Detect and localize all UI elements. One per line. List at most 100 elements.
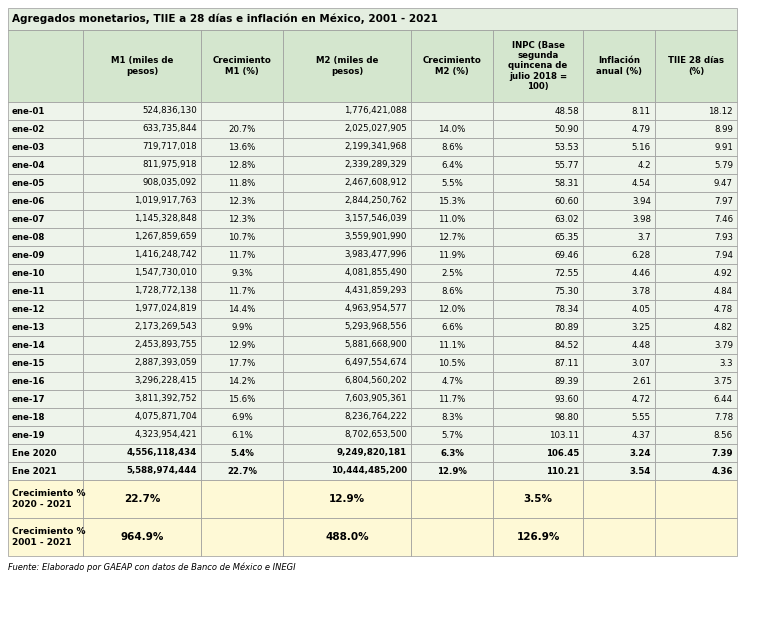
Text: 18.12: 18.12	[708, 107, 733, 115]
Text: 103.11: 103.11	[549, 430, 579, 440]
Text: 11.7%: 11.7%	[228, 250, 256, 260]
Text: 10,444,485,200: 10,444,485,200	[331, 466, 407, 476]
Bar	[411, 138, 493, 156]
Bar	[283, 156, 411, 174]
Bar	[283, 462, 411, 480]
Bar	[493, 518, 583, 556]
Text: 7.97: 7.97	[714, 197, 733, 205]
Text: 106.45: 106.45	[546, 448, 579, 458]
Bar	[83, 426, 201, 444]
Text: M1 (miles de
pesos): M1 (miles de pesos)	[111, 56, 174, 76]
Text: Crecimiento
M2 (%): Crecimiento M2 (%)	[422, 56, 482, 76]
Bar	[655, 282, 737, 300]
Text: 110.21: 110.21	[546, 466, 579, 476]
Text: 7.93: 7.93	[714, 232, 733, 242]
Text: 69.46: 69.46	[554, 250, 579, 260]
Bar	[201, 518, 283, 556]
Bar	[655, 318, 737, 336]
Text: ene-17: ene-17	[12, 394, 45, 404]
Text: 1,145,328,848: 1,145,328,848	[134, 215, 197, 223]
Text: 1,416,248,742: 1,416,248,742	[134, 250, 197, 260]
Text: 4.92: 4.92	[714, 268, 733, 278]
Bar	[83, 282, 201, 300]
Bar	[283, 354, 411, 372]
Bar	[655, 518, 737, 556]
Bar	[83, 444, 201, 462]
Text: 8.6%: 8.6%	[441, 286, 463, 296]
Bar	[411, 426, 493, 444]
Text: 3,157,546,039: 3,157,546,039	[344, 215, 407, 223]
Text: 11.1%: 11.1%	[439, 340, 465, 350]
Bar	[283, 264, 411, 282]
Bar	[583, 336, 655, 354]
Text: TIIE 28 días
(%): TIIE 28 días (%)	[668, 56, 724, 76]
Text: 9.47: 9.47	[714, 179, 733, 187]
Bar	[411, 300, 493, 318]
Bar	[83, 192, 201, 210]
Bar	[655, 426, 737, 444]
Text: 5.16: 5.16	[632, 143, 651, 151]
Bar	[83, 480, 201, 518]
Text: 98.80: 98.80	[554, 412, 579, 422]
Text: ene-15: ene-15	[12, 358, 45, 368]
Bar	[8, 408, 83, 426]
Bar	[583, 120, 655, 138]
Bar	[655, 210, 737, 228]
Bar	[201, 390, 283, 408]
Bar	[493, 408, 583, 426]
Bar	[201, 408, 283, 426]
Bar	[493, 30, 583, 102]
Text: 3.98: 3.98	[632, 215, 651, 223]
Bar	[493, 120, 583, 138]
Text: 3,811,392,752: 3,811,392,752	[134, 394, 197, 404]
Bar	[493, 426, 583, 444]
Bar	[655, 246, 737, 264]
Bar	[8, 390, 83, 408]
Bar	[8, 354, 83, 372]
Text: 48.58: 48.58	[554, 107, 579, 115]
Text: 8.56: 8.56	[714, 430, 733, 440]
Text: Crecimiento
M1 (%): Crecimiento M1 (%)	[213, 56, 271, 76]
Text: ene-14: ene-14	[12, 340, 45, 350]
Bar	[83, 336, 201, 354]
Bar	[201, 210, 283, 228]
Text: 12.9%: 12.9%	[228, 340, 256, 350]
Bar	[8, 336, 83, 354]
Bar	[583, 354, 655, 372]
Text: 12.7%: 12.7%	[439, 232, 465, 242]
Bar	[283, 192, 411, 210]
Bar	[411, 354, 493, 372]
Text: Inflación
anual (%): Inflación anual (%)	[596, 56, 642, 76]
Text: 2.61: 2.61	[632, 376, 651, 386]
Bar	[83, 372, 201, 390]
Bar	[283, 120, 411, 138]
Bar	[583, 426, 655, 444]
Text: 6,497,554,674: 6,497,554,674	[344, 358, 407, 368]
Text: 3.3: 3.3	[720, 358, 733, 368]
Text: 3.79: 3.79	[714, 340, 733, 350]
Bar	[411, 480, 493, 518]
Text: 908,035,092: 908,035,092	[143, 179, 197, 187]
Bar	[83, 264, 201, 282]
Text: 719,717,018: 719,717,018	[142, 143, 197, 151]
Text: 12.3%: 12.3%	[228, 197, 256, 205]
Bar	[583, 156, 655, 174]
Bar	[493, 480, 583, 518]
Bar	[493, 264, 583, 282]
Text: 4.79: 4.79	[632, 125, 651, 133]
Text: 6.28: 6.28	[632, 250, 651, 260]
Bar	[493, 174, 583, 192]
Bar	[283, 102, 411, 120]
Text: 11.9%: 11.9%	[439, 250, 465, 260]
Text: ene-13: ene-13	[12, 322, 45, 332]
Text: Ene 2020: Ene 2020	[12, 448, 57, 458]
Bar	[201, 156, 283, 174]
Text: 4.2: 4.2	[637, 161, 651, 169]
Bar	[83, 30, 201, 102]
Text: 1,547,730,010: 1,547,730,010	[134, 268, 197, 278]
Bar	[83, 354, 201, 372]
Text: 126.9%: 126.9%	[516, 532, 560, 542]
Bar	[583, 480, 655, 518]
Bar	[411, 210, 493, 228]
Text: 524,836,130: 524,836,130	[142, 107, 197, 115]
